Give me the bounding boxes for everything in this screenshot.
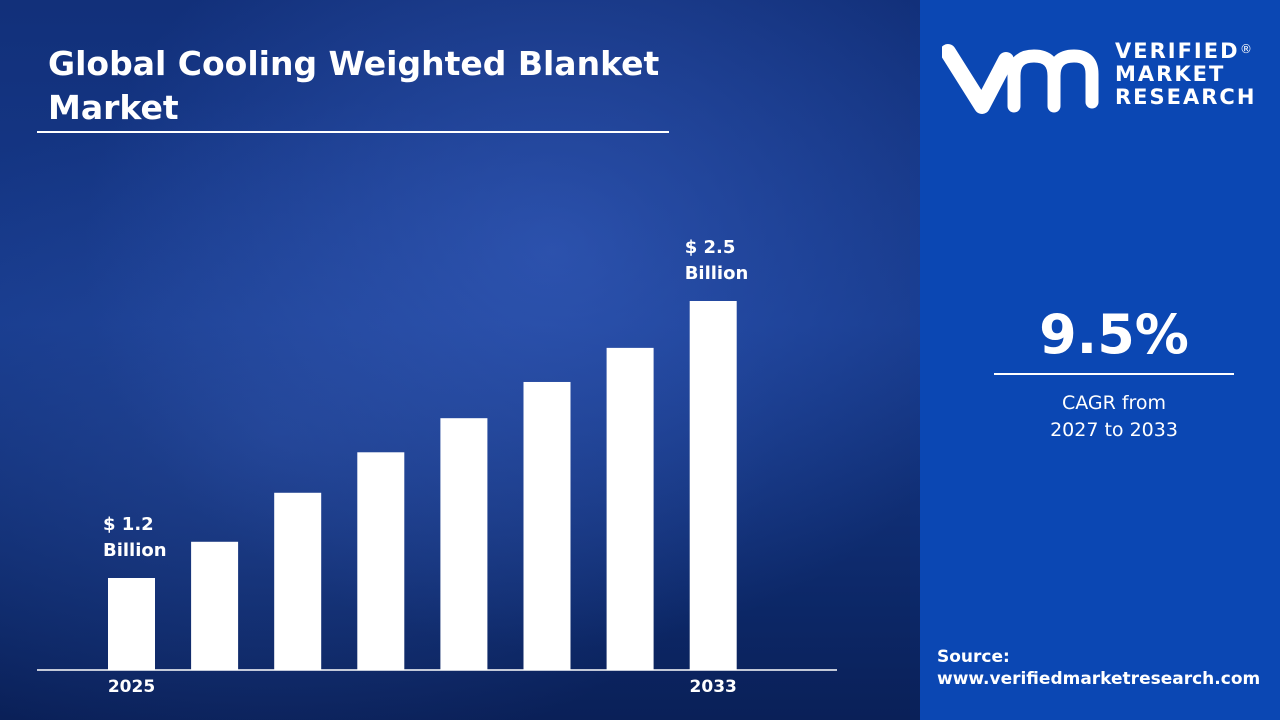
source-label: Source: — [937, 647, 1010, 667]
bar-4 — [440, 418, 488, 670]
chart-title: Global Cooling Weighted Blanket Market — [48, 44, 660, 127]
x-tick-label: 2025 — [108, 677, 155, 697]
brand-line-2: MARKET — [1115, 62, 1226, 86]
vmr-logo-icon — [942, 44, 1099, 114]
cagr-value: 9.5% — [1039, 303, 1189, 366]
cagr-label: CAGR from 2027 to 2033 — [920, 390, 1280, 444]
registered-mark: ® — [1240, 42, 1252, 56]
source: Source: www.verifiedmarketresearch.com — [937, 646, 1260, 690]
source-url[interactable]: www.verifiedmarketresearch.com — [937, 669, 1261, 689]
bar-chart: 2025 2033 $ 1.2 Billion $ 2.5 Billion — [37, 237, 837, 697]
brand-line-1: VERIFIED — [1115, 39, 1240, 63]
bar-3 — [357, 452, 405, 670]
bar-0 — [108, 578, 155, 670]
bar-1 — [191, 541, 239, 670]
title-divider — [37, 131, 669, 133]
cagr-label-line-2: 2027 to 2033 — [1050, 419, 1178, 441]
brand-name: VERIFIED MARKET RESEARCH — [1115, 40, 1256, 109]
cagr-label-line-1: CAGR from — [1061, 392, 1167, 414]
data-label: $ 2.5 Billion — [685, 237, 749, 284]
data-label: $ 1.2 Billion — [103, 514, 167, 561]
x-tick-label: 2033 — [690, 677, 737, 697]
brand-line-3: RESEARCH — [1115, 85, 1257, 109]
bar-6 — [606, 347, 654, 670]
cagr-divider — [994, 373, 1234, 375]
bar-5 — [523, 381, 571, 670]
bar-7 — [689, 301, 737, 670]
bar-2 — [274, 492, 322, 670]
info-panel: VERIFIED MARKET RESEARCH ® 9.5% CAGR fro… — [920, 0, 1280, 720]
chart-panel: Global Cooling Weighted Blanket Market 2… — [0, 0, 920, 720]
